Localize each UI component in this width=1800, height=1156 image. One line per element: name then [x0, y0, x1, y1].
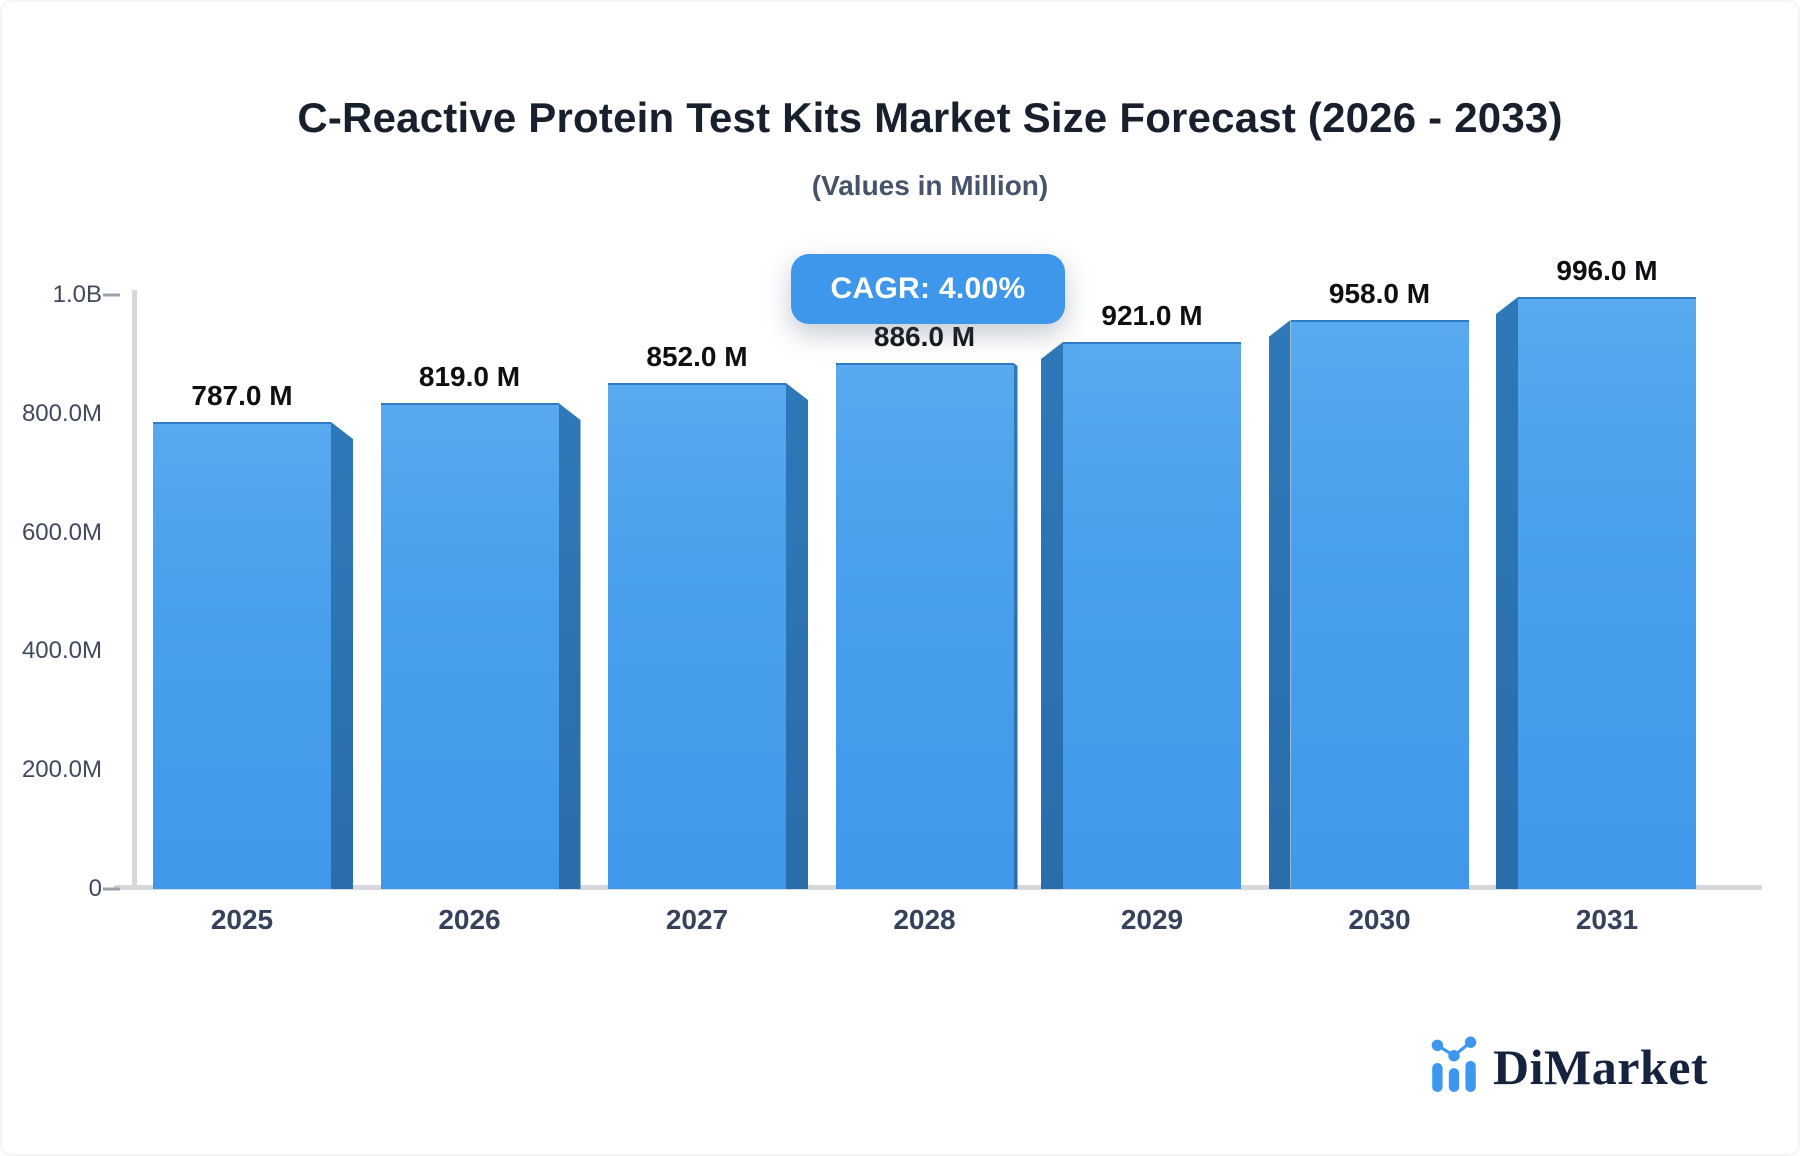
bar-side-face	[1268, 320, 1291, 889]
bar-front-face	[835, 363, 1014, 889]
y-axis-tick-mark	[103, 887, 120, 891]
y-axis-tick-label: 200.0M	[21, 756, 102, 784]
bar-front-face	[380, 403, 559, 889]
bar-value-label: 996.0 M	[1556, 255, 1658, 286]
bar-2028[interactable]	[835, 363, 1018, 889]
x-axis-category-label: 2028	[893, 904, 956, 935]
x-axis-category-label: 2031	[1575, 904, 1639, 935]
bar-2026[interactable]	[380, 403, 581, 889]
bar-front-face	[1290, 320, 1469, 889]
bar-side-face	[331, 422, 353, 889]
bar-2031[interactable]	[1496, 297, 1696, 889]
bar-value-label: 921.0 M	[1101, 300, 1203, 331]
cagr-badge: CAGR: 4.00%	[791, 254, 1065, 324]
brand-logo: DiMarket	[1430, 1030, 1708, 1092]
bar-2030[interactable]	[1268, 320, 1469, 889]
y-axis-tick-label: 800.0M	[21, 399, 102, 427]
x-axis-category-label: 2025	[210, 904, 274, 935]
y-axis-tick-label: 1.0B	[52, 281, 102, 308]
bar-side-face	[558, 403, 581, 889]
bar-value-label: 886.0 M	[873, 321, 976, 352]
mini-bar-line-chart-icon	[1431, 1036, 1477, 1092]
bar-side-face	[1013, 363, 1018, 889]
bar-side-face	[786, 383, 808, 889]
bar-side-face	[1496, 297, 1518, 889]
chart-title: C-Reactive Protein Test Kits Market Size…	[297, 94, 1563, 141]
y-axis-tick-mark	[103, 293, 120, 297]
bar-2025[interactable]	[153, 422, 353, 889]
y-axis-tick-label: 0	[88, 875, 102, 902]
cagr-badge-label: CAGR: 4.00%	[830, 272, 1026, 305]
bar-value-label: 852.0 M	[646, 341, 748, 372]
bar-value-label: 819.0 M	[418, 361, 521, 392]
x-axis-category-label: 2027	[665, 904, 729, 935]
bar-2029[interactable]	[1041, 342, 1241, 889]
bar-front-face	[153, 422, 331, 889]
chart-subtitle: (Values in Million)	[811, 170, 1049, 201]
bar-side-face	[1041, 342, 1063, 889]
bar-value-label: 787.0 M	[191, 380, 293, 411]
y-axis-tick-label: 600.0M	[21, 518, 102, 546]
bar-front-face	[1518, 297, 1696, 889]
brand-name: DiMarket	[1493, 1039, 1709, 1095]
bar-front-face	[1063, 342, 1241, 889]
bar-2027[interactable]	[608, 383, 808, 889]
chart-header: C-Reactive Protein Test Kits Market Size…	[62, 94, 1798, 202]
x-axis-category-label: 2026	[438, 904, 501, 935]
y-axis-line	[132, 290, 137, 890]
x-axis-category-label: 2030	[1348, 904, 1411, 935]
x-axis-category-label: 2029	[1120, 904, 1184, 935]
bar-front-face	[608, 383, 786, 889]
y-axis-tick-label: 400.0M	[21, 637, 102, 665]
bar-value-label: 958.0 M	[1328, 278, 1431, 309]
